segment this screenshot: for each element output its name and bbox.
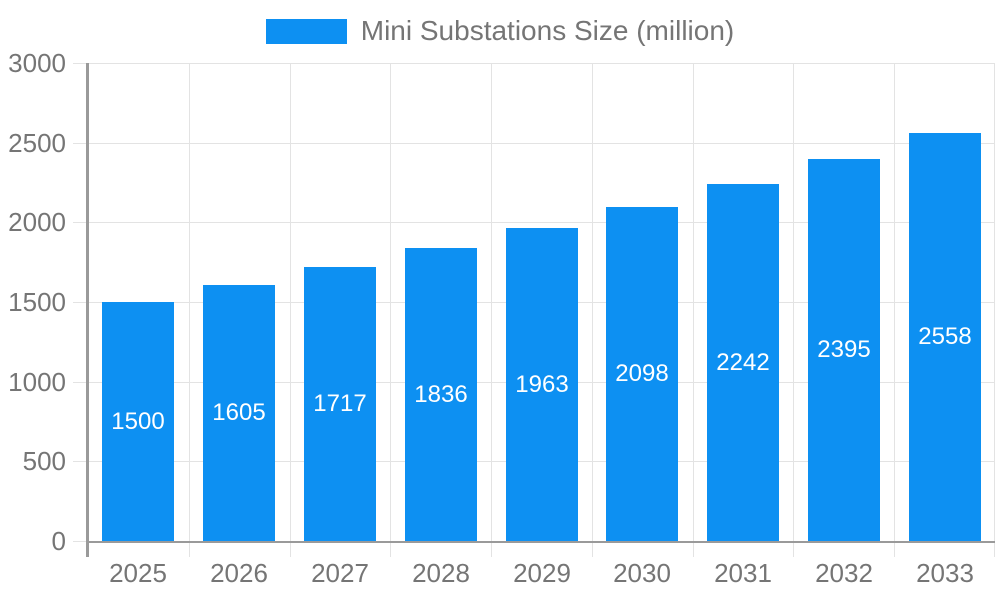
v-gridline (189, 63, 190, 557)
x-axis-label: 2033 (916, 558, 974, 588)
bar-value-label: 2395 (817, 336, 871, 363)
x-axis-label: 2025 (109, 558, 167, 588)
y-axis-label: 1500 (8, 287, 66, 317)
bar-2033[interactable]: 2558 (909, 133, 981, 541)
x-axis-label: 2026 (210, 558, 268, 588)
v-gridline (592, 63, 593, 557)
bar-value-label: 1605 (212, 399, 266, 426)
x-axis-label: 2032 (815, 558, 873, 588)
bar-value-label: 1500 (111, 407, 165, 435)
bar-2029[interactable]: 1963 (506, 228, 578, 541)
bar-2031[interactable]: 2242 (707, 184, 779, 541)
legend-label: Mini Substations Size (million) (360, 15, 735, 46)
bar-2028[interactable]: 1836 (405, 248, 477, 541)
bar-2025[interactable]: 1500 (102, 302, 174, 541)
x-axis-label: 2031 (714, 558, 772, 588)
x-axis-label: 2027 (311, 558, 369, 588)
bar-2030[interactable]: 2098 (606, 207, 678, 541)
bar-2027[interactable]: 1717 (304, 267, 376, 541)
bar-value-label: 2098 (615, 360, 669, 387)
bar-value-label: 1963 (515, 370, 569, 398)
v-gridline (994, 63, 995, 557)
h-gridline (73, 142, 995, 144)
v-gridline (390, 63, 391, 557)
x-axis-label: 2030 (613, 558, 671, 588)
x-axis-label: 2029 (513, 558, 571, 588)
bar-value-label: 1717 (313, 390, 367, 417)
x-axis-label: 2028 (412, 558, 470, 588)
legend[interactable]: Mini Substations Size (million) (0, 17, 1000, 45)
v-gridline (894, 63, 895, 557)
bar-2026[interactable]: 1605 (203, 285, 275, 541)
bar-value-label: 1836 (414, 380, 468, 408)
bar-value-label: 2242 (716, 348, 770, 376)
y-axis-label: 500 (22, 446, 66, 477)
y-axis-label: 1000 (8, 366, 66, 397)
plot-area: 1500 1605 1717 1836 1963 2098 2242 2395 2558 (73, 63, 995, 557)
h-gridline (73, 63, 995, 64)
v-gridline (693, 63, 694, 557)
v-gridline (491, 63, 492, 557)
v-gridline (88, 63, 89, 557)
h-gridline (73, 222, 995, 224)
y-axis-label: 0 (51, 526, 66, 556)
v-gridline (290, 63, 291, 557)
y-axis-line (86, 63, 88, 557)
bar-value-label: 2558 (918, 323, 972, 350)
y-axis-label: 2500 (8, 127, 66, 158)
y-axis-label: 2000 (8, 207, 66, 238)
y-axis-label: 3000 (8, 48, 66, 78)
bar-2032[interactable]: 2395 (808, 159, 880, 541)
y-tick (73, 541, 88, 542)
legend-swatch (265, 18, 347, 44)
v-gridline (793, 63, 794, 557)
x-axis-line (86, 541, 995, 543)
